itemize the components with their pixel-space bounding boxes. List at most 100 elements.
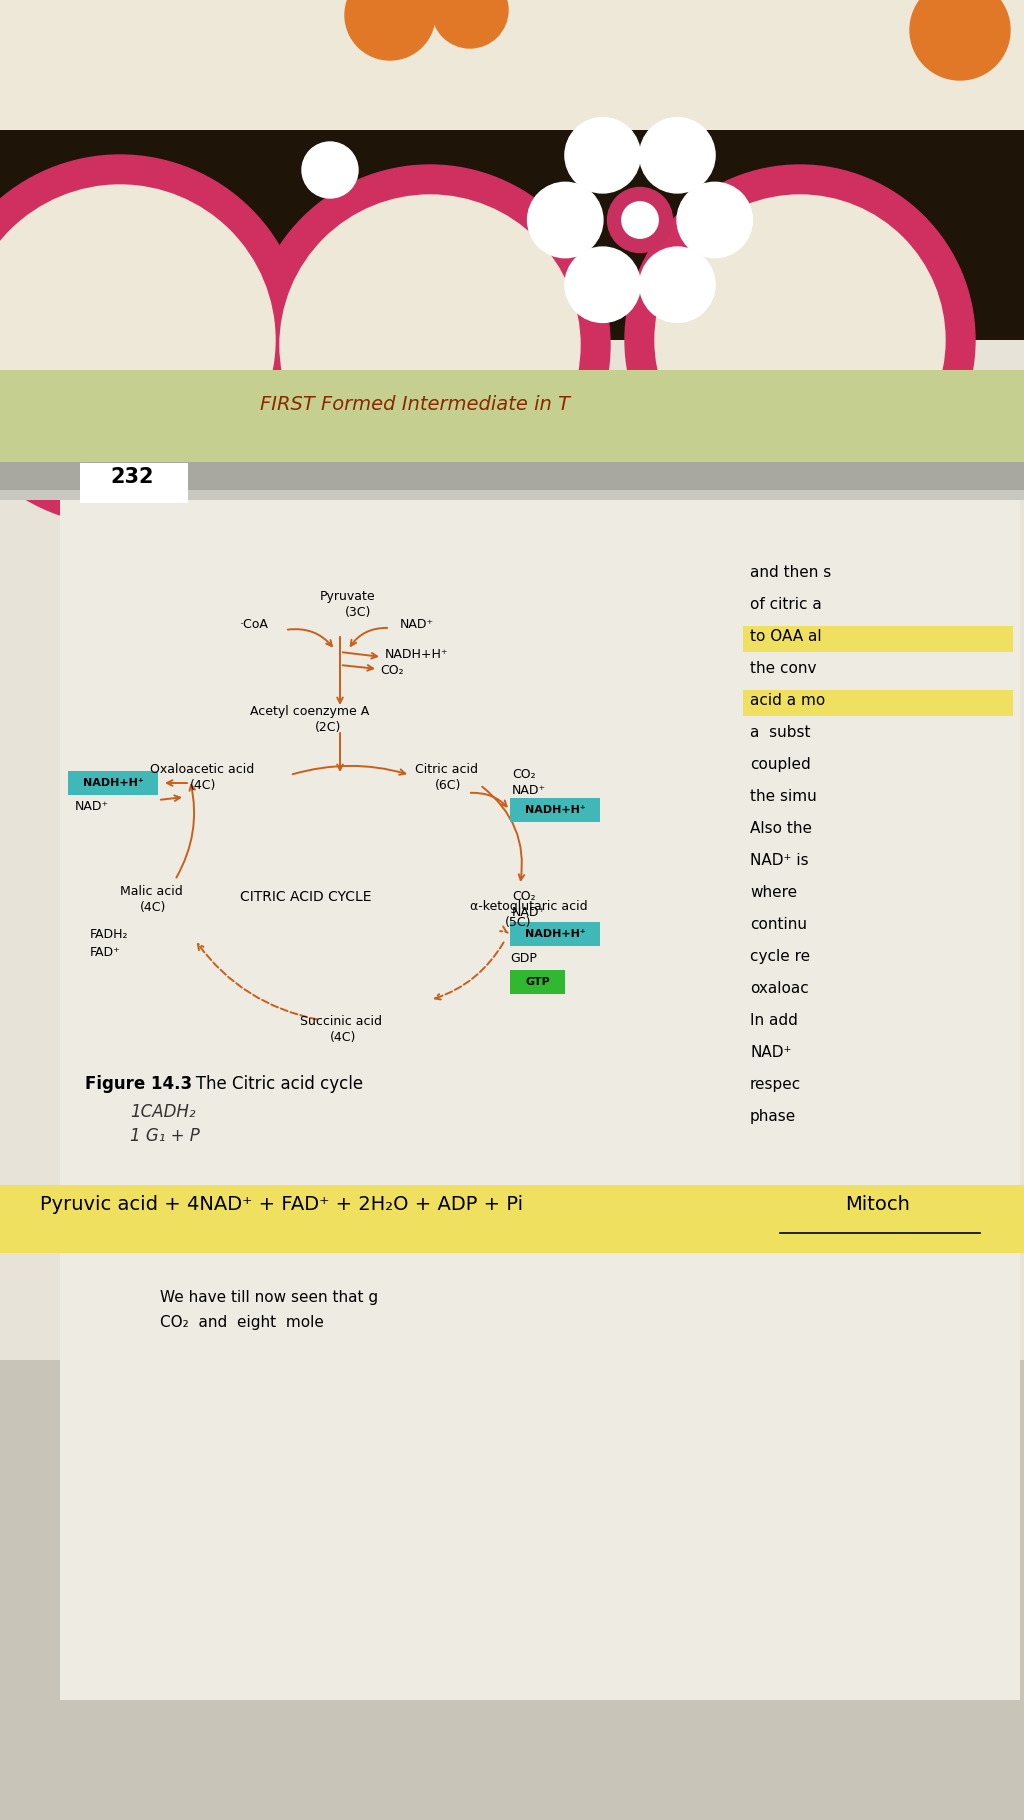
Text: (4C): (4C) (190, 779, 216, 792)
Bar (0, 1360, 1024, 1820)
Text: phase: phase (750, 1108, 797, 1125)
Text: a  subst: a subst (750, 724, 811, 741)
Circle shape (302, 142, 358, 198)
Text: In add: In add (750, 1014, 798, 1028)
Text: CO₂: CO₂ (380, 664, 403, 677)
FancyArrowPatch shape (198, 945, 317, 1019)
Text: Pyruvate: Pyruvate (319, 590, 376, 602)
Text: (4C): (4C) (140, 901, 166, 914)
Bar (743, 626, 1013, 652)
Text: Succinic acid: Succinic acid (300, 1016, 382, 1028)
Text: (4C): (4C) (330, 1030, 356, 1045)
Text: (6C): (6C) (435, 779, 462, 792)
Circle shape (345, 0, 435, 60)
Text: NAD⁺: NAD⁺ (75, 801, 110, 814)
Circle shape (655, 195, 945, 484)
Circle shape (432, 0, 508, 47)
FancyArrowPatch shape (337, 637, 343, 703)
Text: Figure 14.3: Figure 14.3 (85, 1076, 193, 1094)
Text: to OAA al: to OAA al (750, 630, 821, 644)
Text: ·CoA: ·CoA (240, 619, 269, 632)
Text: GDP: GDP (510, 952, 537, 965)
Text: CO₂  and  eight  mole: CO₂ and eight mole (160, 1316, 324, 1330)
Text: 1 G₁ + P: 1 G₁ + P (130, 1127, 200, 1145)
Text: where: where (750, 885, 797, 901)
FancyArrowPatch shape (293, 766, 406, 775)
Text: The Citric acid cycle: The Citric acid cycle (180, 1076, 364, 1094)
Bar (510, 923, 600, 946)
Text: FADH₂: FADH₂ (90, 928, 128, 941)
FancyArrowPatch shape (343, 652, 377, 659)
FancyArrowPatch shape (176, 784, 195, 877)
Text: coupled: coupled (750, 757, 811, 772)
FancyArrowPatch shape (161, 795, 180, 801)
Text: oxaloac: oxaloac (750, 981, 809, 996)
Bar (510, 970, 565, 994)
Circle shape (250, 166, 610, 524)
FancyArrowPatch shape (350, 628, 387, 646)
Circle shape (0, 155, 305, 524)
Bar (60, 501, 1020, 1700)
Circle shape (565, 118, 640, 193)
Bar (0, 0, 1024, 340)
Text: CO₂: CO₂ (512, 890, 536, 903)
Bar (0, 462, 1024, 501)
Circle shape (622, 202, 658, 238)
Bar (0, 0, 1024, 115)
Text: and then s: and then s (750, 564, 831, 581)
Bar (80, 462, 188, 502)
Text: NADH+H⁺: NADH+H⁺ (385, 648, 449, 661)
Bar (0, 369, 1024, 464)
FancyArrowPatch shape (167, 781, 187, 786)
Text: Mitoch: Mitoch (845, 1196, 910, 1214)
Text: acid a mo: acid a mo (750, 693, 825, 708)
FancyArrowPatch shape (482, 786, 524, 881)
FancyArrowPatch shape (435, 943, 504, 999)
Text: FIRST Formed Intermediate in T: FIRST Formed Intermediate in T (260, 395, 570, 413)
Bar (68, 772, 158, 795)
Circle shape (625, 166, 975, 515)
Text: (3C): (3C) (345, 606, 372, 619)
Text: NAD⁺: NAD⁺ (512, 784, 546, 797)
Text: of citric a: of citric a (750, 597, 821, 612)
FancyArrowPatch shape (471, 794, 507, 806)
Text: respec: respec (750, 1077, 801, 1092)
Circle shape (910, 0, 1010, 80)
Bar (0, 0, 1024, 129)
Circle shape (640, 248, 715, 322)
Text: We have till now seen that g: We have till now seen that g (160, 1290, 378, 1305)
Text: NADH+H⁺: NADH+H⁺ (83, 777, 143, 788)
Text: NAD⁺: NAD⁺ (512, 906, 546, 919)
Text: NAD⁺: NAD⁺ (400, 619, 434, 632)
Text: FAD⁺: FAD⁺ (90, 946, 121, 959)
Text: 1CADH₂: 1CADH₂ (130, 1103, 196, 1121)
Text: Acetyl coenzyme A: Acetyl coenzyme A (250, 704, 370, 719)
Text: Malic acid: Malic acid (120, 885, 182, 897)
Text: α-ketoglutaric acid: α-ketoglutaric acid (470, 901, 588, 914)
Text: GTP: GTP (525, 977, 550, 986)
Text: cycle re: cycle re (750, 948, 810, 965)
FancyArrowPatch shape (288, 630, 332, 646)
Text: (2C): (2C) (315, 721, 341, 733)
Text: NADH+H⁺: NADH+H⁺ (524, 804, 586, 815)
Bar (743, 690, 1013, 715)
FancyArrowPatch shape (343, 664, 373, 670)
Bar (0, 1185, 1024, 1252)
Text: Citric acid: Citric acid (415, 763, 478, 775)
Text: (5C): (5C) (505, 915, 531, 928)
Circle shape (280, 195, 580, 495)
Text: NAD⁺: NAD⁺ (750, 1045, 792, 1059)
Text: 232: 232 (110, 468, 154, 488)
Bar (0, 490, 1024, 501)
Circle shape (640, 118, 715, 193)
Circle shape (0, 186, 275, 495)
Circle shape (677, 182, 753, 258)
Text: NAD⁺ is: NAD⁺ is (750, 854, 809, 868)
FancyArrowPatch shape (337, 733, 343, 770)
Text: Also the: Also the (750, 821, 812, 835)
Bar (510, 797, 600, 823)
Text: the conv: the conv (750, 661, 816, 675)
Text: CO₂: CO₂ (512, 768, 536, 781)
Text: continu: continu (750, 917, 807, 932)
Text: Oxaloacetic acid: Oxaloacetic acid (150, 763, 254, 775)
